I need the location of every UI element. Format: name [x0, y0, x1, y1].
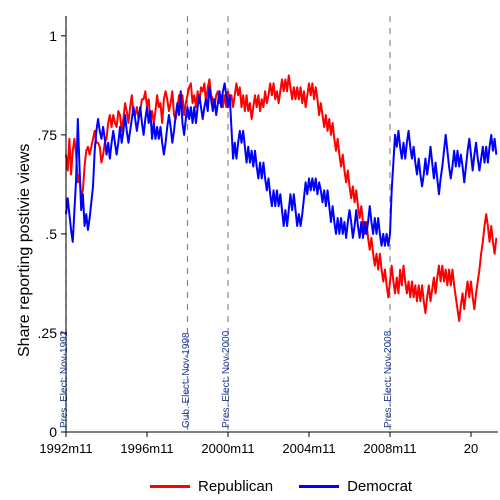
- x-tick-label: 1996m11: [120, 441, 173, 456]
- legend-label: Republican: [198, 478, 273, 495]
- legend-swatch: [150, 485, 190, 488]
- x-tick-label: 20: [464, 441, 478, 456]
- legend-label: Democrat: [347, 478, 412, 495]
- legend: Republican Democrat: [150, 478, 412, 495]
- y-axis-label: Share reporting postivie views: [16, 144, 34, 357]
- reference-line-label: Pres. Elect: Nov-1992: [59, 331, 70, 428]
- y-tick-label: 1: [49, 28, 57, 44]
- plot-area: [0, 0, 500, 500]
- reference-line-label: Gub. Elect: Nov-1998: [181, 332, 192, 428]
- y-tick-label: .75: [38, 127, 57, 143]
- line-chart: Share reporting postivie views Republica…: [0, 0, 500, 500]
- x-tick-label: 2004m11: [282, 441, 335, 456]
- y-tick-label: .5: [45, 226, 57, 242]
- reference-line-label: Pres. Elect: Nov-2008: [383, 331, 394, 428]
- legend-item: Democrat: [299, 478, 412, 495]
- y-tick-label: 0: [49, 424, 57, 440]
- x-tick-label: 1992m11: [39, 441, 92, 456]
- legend-swatch: [299, 485, 339, 488]
- x-tick-label: 2008m11: [363, 441, 416, 456]
- legend-item: Republican: [150, 478, 273, 495]
- x-tick-label: 2000m11: [201, 441, 254, 456]
- y-tick-label: .25: [38, 325, 57, 341]
- reference-line-label: Pres. Elect: Nov-2000: [221, 331, 232, 428]
